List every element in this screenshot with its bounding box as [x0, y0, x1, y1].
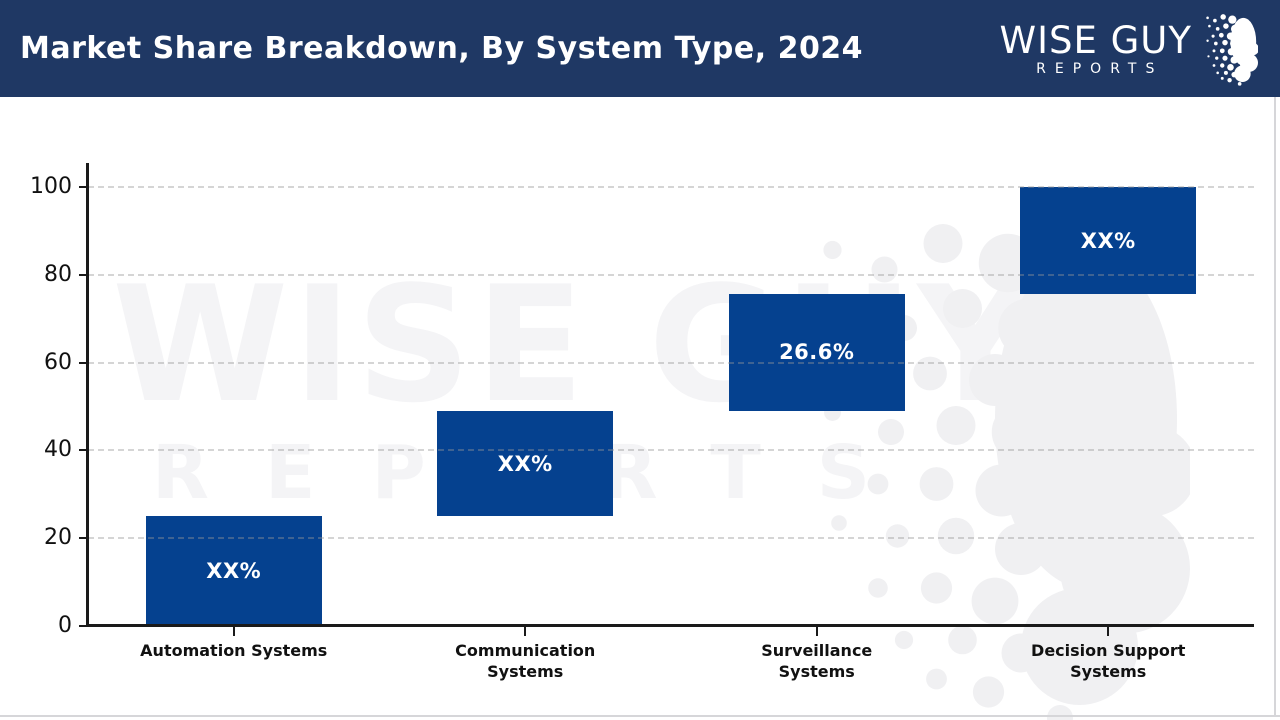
header-bar: Market Share Breakdown, By System Type, … [0, 0, 1280, 97]
y-tick-label: 20 [44, 525, 72, 551]
y-tick-label: 100 [30, 174, 72, 199]
y-tick-mark [79, 625, 88, 627]
y-tick-mark [79, 273, 88, 276]
y-tick-mark [79, 449, 88, 452]
bar-value-label: XX% [1080, 228, 1136, 253]
gridline [88, 186, 1254, 188]
y-tick-label: 0 [58, 613, 72, 638]
watermark-face-icon [823, 224, 1190, 720]
frame-bottom-border [0, 715, 1280, 717]
y-axis-line [86, 163, 89, 627]
y-tick-label: 60 [44, 349, 72, 375]
x-axis-line [86, 624, 1254, 627]
gridline [88, 537, 1254, 540]
x-tick-mark [524, 627, 527, 636]
y-tick-label: 40 [44, 437, 72, 463]
bar-segment: XX% [145, 516, 322, 626]
x-tick-mark [232, 627, 235, 636]
x-category-label: Automation Systems [140, 641, 328, 660]
x-tick-mark [815, 627, 818, 636]
y-tick-label: 80 [44, 261, 72, 287]
gridline [88, 273, 1254, 276]
logo-wordmark: WISE GUY REPORTS [999, 18, 1192, 77]
gridline [88, 361, 1254, 364]
brand-logo: WISE GUY REPORTS [1000, 8, 1258, 90]
x-category-label: Surveillance Systems [761, 641, 873, 681]
logo-wordmark-line2: REPORTS [1036, 60, 1164, 77]
bar-value-label: 26.6% [779, 340, 855, 365]
bar-segment: 26.6% [728, 294, 905, 411]
logo-wordmark-line1: WISE GUY [999, 18, 1192, 62]
bar-value-label: XX% [497, 451, 553, 476]
y-tick-mark [79, 537, 88, 540]
x-category-label: Communication Systems [455, 641, 596, 681]
y-tick-mark [79, 361, 88, 364]
bar-segment: XX% [1020, 187, 1197, 295]
logo-face-icon [1206, 13, 1258, 86]
page-title: Market Share Breakdown, By System Type, … [20, 31, 864, 66]
bar-segment: XX% [437, 410, 614, 517]
x-category-label: Decision Support Systems [1031, 641, 1186, 681]
bar-value-label: XX% [206, 559, 262, 584]
y-tick-mark [79, 186, 88, 188]
x-tick-mark [1107, 627, 1110, 636]
frame-right-border [1274, 97, 1276, 715]
gridline [88, 449, 1254, 452]
